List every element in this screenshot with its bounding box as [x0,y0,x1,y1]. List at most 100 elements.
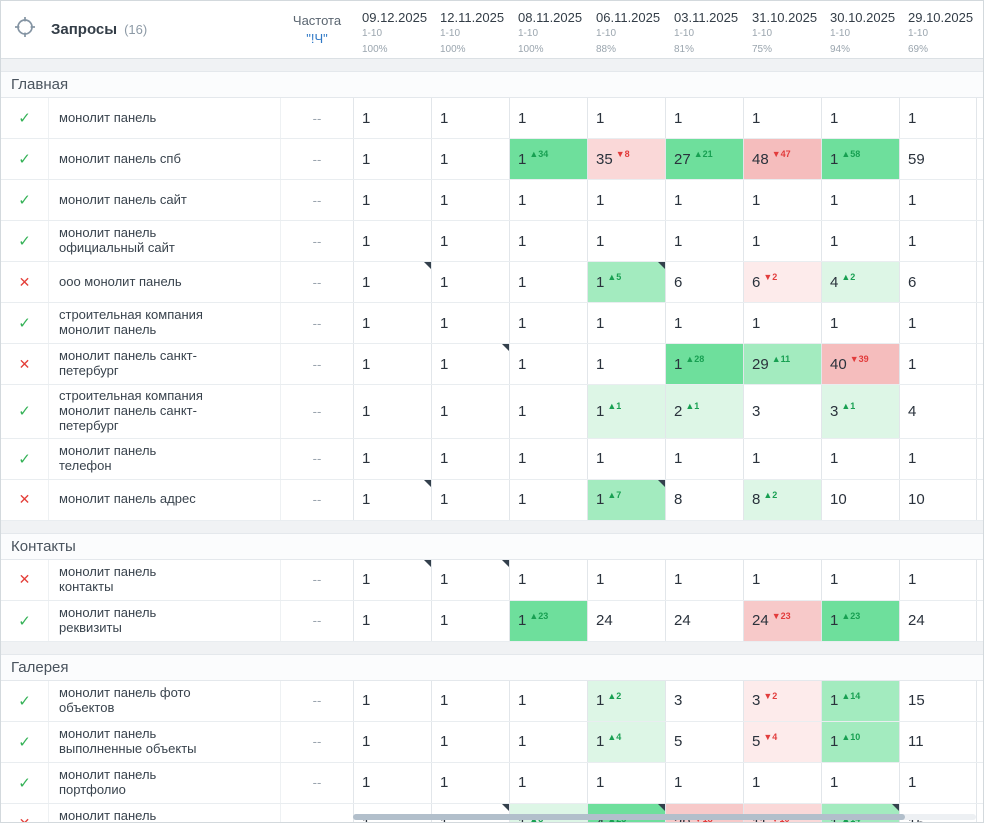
position-cell[interactable]: 1 ▲34 [509,139,587,179]
position-cell[interactable]: 1 [353,385,431,438]
position-cell[interactable]: 1 ▲23 [509,600,587,641]
position-cell[interactable]: 1 [509,262,587,302]
query-cell[interactable]: монолит панель адрес [49,479,281,520]
query-cell[interactable]: монолит панель контакты [49,559,281,600]
group-header[interactable]: Галерея [1,654,983,681]
position-cell[interactable]: 1 [899,303,977,343]
position-cell[interactable]: 1 [821,303,899,343]
position-cell[interactable]: 1 [431,221,509,261]
position-cell[interactable]: 1 [509,559,587,600]
position-cell[interactable]: 1 [431,344,509,384]
position-cell[interactable]: 3 ▼2 [743,680,821,721]
position-cell[interactable]: 1 [353,721,431,762]
position-cell[interactable]: 1 [821,180,899,220]
position-cell[interactable]: 2 ▲1 [665,385,743,438]
position-cell[interactable]: 1 ▲10 [821,721,899,762]
position-cell[interactable]: 27 ▲21 [665,139,743,179]
position-cell[interactable]: 24 [587,600,665,641]
position-cell[interactable]: 6 ▼2 [743,262,821,302]
position-cell[interactable]: 1 ▲4 [587,721,665,762]
position-cell[interactable]: 1 [509,680,587,721]
position-cell[interactable]: 1 [587,344,665,384]
position-cell[interactable]: 24 [665,600,743,641]
position-cell[interactable]: 1 [353,139,431,179]
position-cell[interactable]: 1 [587,559,665,600]
position-cell[interactable]: 48 ▼47 [743,139,821,179]
position-cell[interactable]: 1 [899,98,977,138]
position-cell[interactable]: 1 [509,180,587,220]
position-cell[interactable]: 1 [509,479,587,520]
position-cell[interactable]: 24 ▼23 [743,600,821,641]
position-cell[interactable]: 1 [743,762,821,803]
position-cell[interactable]: 1 [353,559,431,600]
query-cell[interactable]: монолит панель фото объектов [49,680,281,721]
position-cell[interactable]: 1 [431,385,509,438]
date-column-header[interactable]: 03.11.2025 1-10 81% [665,1,743,58]
position-cell[interactable]: 1 [353,262,431,302]
date-column-header[interactable]: 30.10.2025 1-10 94% [821,1,899,58]
query-cell[interactable]: монолит панель объекты [49,803,281,822]
position-cell[interactable]: 1 [743,98,821,138]
position-cell[interactable]: 15 [899,680,977,721]
position-cell[interactable]: 1 [431,438,509,479]
position-cell[interactable]: 1 ▲2 [587,680,665,721]
query-cell[interactable]: монолит панель спб [49,139,281,179]
position-cell[interactable]: 1 [509,344,587,384]
group-header[interactable]: Контакты [1,533,983,560]
position-cell[interactable]: 1 [665,221,743,261]
position-cell[interactable]: 4 ▲2 [821,262,899,302]
position-cell[interactable]: 1 [353,680,431,721]
position-cell[interactable]: 1 [665,180,743,220]
position-cell[interactable]: 4 [899,385,977,438]
position-cell[interactable]: 1 ▲58 [821,139,899,179]
position-cell[interactable]: 1 ▲23 [821,600,899,641]
position-cell[interactable]: 1 [899,559,977,600]
position-cell[interactable]: 8 [665,479,743,520]
date-column-header[interactable]: 29.10.2025 1-10 69% [899,1,977,58]
position-cell[interactable]: 1 ▲5 [587,262,665,302]
position-cell[interactable]: 1 [509,303,587,343]
query-cell[interactable]: монолит панель сайт [49,180,281,220]
position-cell[interactable]: 1 [509,385,587,438]
position-cell[interactable]: 40 ▼39 [821,344,899,384]
position-cell[interactable]: 1 [743,559,821,600]
query-cell[interactable]: монолит панель реквизиты [49,600,281,641]
position-cell[interactable]: 8 ▲2 [743,479,821,520]
frequency-type-link[interactable]: "!Ч" [306,31,328,46]
query-cell[interactable]: монолит панель [49,98,281,138]
position-cell[interactable]: 1 [353,221,431,261]
position-cell[interactable]: 1 [509,438,587,479]
position-cell[interactable]: 1 [821,559,899,600]
position-cell[interactable]: 1 [821,98,899,138]
position-cell[interactable]: 1 ▲1 [587,385,665,438]
position-cell[interactable]: 59 [899,139,977,179]
position-cell[interactable]: 1 [353,479,431,520]
position-cell[interactable]: 1 [353,762,431,803]
date-column-header[interactable]: 06.11.2025 1-10 88% [587,1,665,58]
position-cell[interactable]: 1 [821,438,899,479]
query-cell[interactable]: монолит панель официальный сайт [49,221,281,261]
position-cell[interactable]: 1 [665,98,743,138]
position-cell[interactable]: 1 [587,303,665,343]
query-cell[interactable]: строительная компания монолит панель сан… [49,385,281,438]
position-cell[interactable]: 1 [431,479,509,520]
position-cell[interactable]: 3 [665,680,743,721]
position-cell[interactable]: 1 [353,180,431,220]
position-cell[interactable]: 1 [665,762,743,803]
position-cell[interactable]: 1 [509,721,587,762]
position-cell[interactable]: 1 [899,221,977,261]
position-cell[interactable]: 1 [821,762,899,803]
date-column-header[interactable]: 31.10.2025 1-10 75% [743,1,821,58]
position-cell[interactable]: 1 [899,344,977,384]
query-cell[interactable]: монолит панель санкт-петербург [49,344,281,384]
position-cell[interactable]: 1 [587,98,665,138]
position-cell[interactable]: 3 [743,385,821,438]
position-cell[interactable]: 1 [353,303,431,343]
position-cell[interactable]: 1 [431,262,509,302]
position-cell[interactable]: 1 [431,762,509,803]
position-cell[interactable]: 1 [431,559,509,600]
position-cell[interactable]: 1 [353,438,431,479]
position-cell[interactable]: 3 ▲1 [821,385,899,438]
position-cell[interactable]: 1 [665,438,743,479]
position-cell[interactable]: 5 ▼4 [743,721,821,762]
